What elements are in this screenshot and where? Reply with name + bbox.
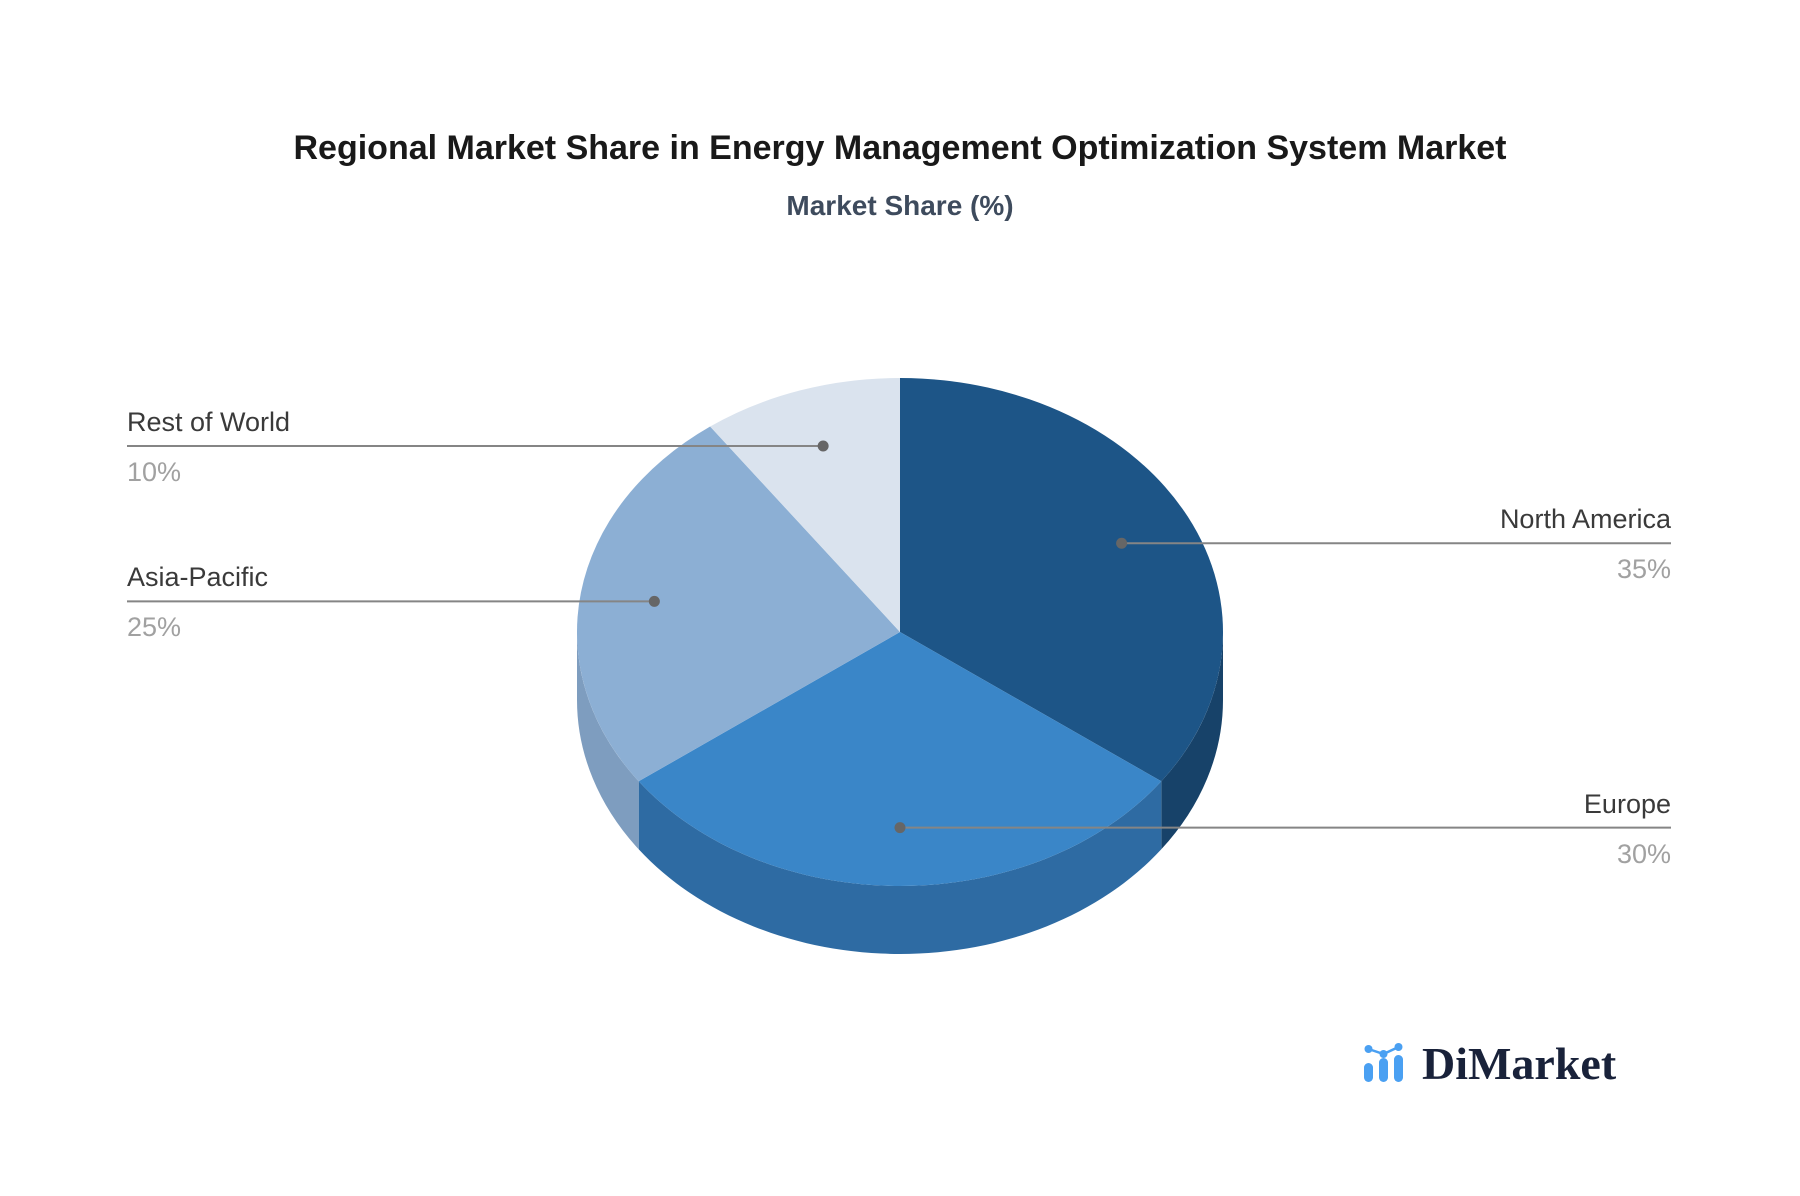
logo-dot — [1394, 1043, 1403, 1051]
pie-slice-north-america — [900, 378, 1223, 782]
pie-slice-side-asia-pacific — [577, 632, 639, 850]
slice-label-north-america: North America — [1499, 504, 1671, 535]
bar-line-chart-icon — [1364, 1043, 1403, 1082]
slice-label-europe: Europe — [1583, 788, 1671, 819]
slice-label-rest-of-world: Rest of World — [127, 406, 291, 437]
leader-dot-north-america — [1116, 537, 1128, 549]
logo-bar — [1394, 1055, 1403, 1082]
slice-value-rest-of-world: 10% — [127, 456, 182, 487]
slice-value-north-america: 35% — [1616, 554, 1671, 585]
pie-slice-side-europe — [638, 781, 1162, 954]
slice-label-asia-pacific: Asia-Pacific — [127, 562, 269, 593]
pie-slice-europe — [638, 632, 1162, 886]
logo-dot — [1364, 1045, 1373, 1053]
leader-dot-asia-pacific — [648, 595, 660, 607]
pie-slice-rest-of-world — [710, 378, 900, 632]
leader-dot-europe — [894, 822, 906, 834]
pie-slice-asia-pacific — [577, 426, 900, 782]
dimarket-logo: DiMarket — [1362, 1038, 1616, 1090]
logo-text: DiMarket — [1422, 1038, 1617, 1089]
logo-bar — [1379, 1058, 1388, 1082]
leader-dot-rest-of-world — [817, 440, 829, 452]
slice-value-europe: 30% — [1616, 838, 1671, 869]
logo-bar — [1364, 1063, 1373, 1082]
chart-subtitle: Market Share (%) — [786, 190, 1014, 221]
chart-title: Regional Market Share in Energy Manageme… — [293, 129, 1507, 167]
pie-slice-side-north-america — [1161, 632, 1223, 850]
logo-dot — [1379, 1050, 1388, 1058]
slice-value-asia-pacific: 25% — [127, 612, 182, 643]
